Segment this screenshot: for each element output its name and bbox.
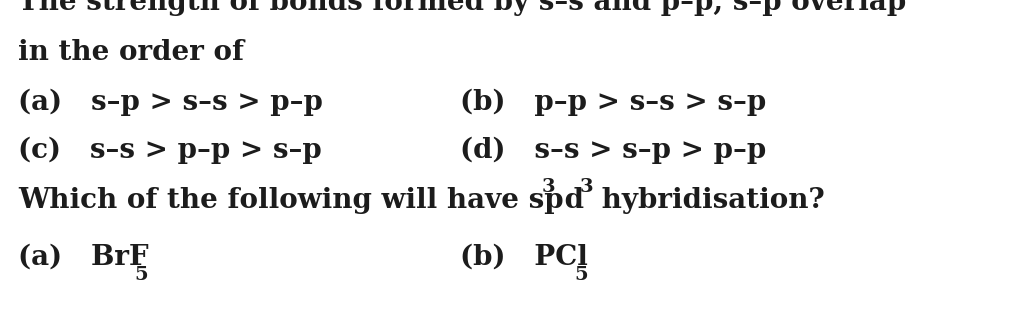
- Text: Which of the following will have sp: Which of the following will have sp: [18, 187, 563, 214]
- Text: (a)   s–p > s–s > p–p: (a) s–p > s–s > p–p: [18, 89, 323, 116]
- Text: (c)   s–s > p–p > s–p: (c) s–s > p–p > s–p: [18, 137, 322, 164]
- Text: 5: 5: [574, 266, 588, 284]
- Text: (d)   s–s > s–p > p–p: (d) s–s > s–p > p–p: [460, 137, 766, 164]
- Text: (a)   BrF: (a) BrF: [18, 244, 148, 271]
- Text: 5: 5: [134, 266, 147, 284]
- Text: hybridisation?: hybridisation?: [592, 187, 824, 214]
- Text: 3: 3: [542, 178, 556, 196]
- Text: d: d: [555, 187, 584, 214]
- Text: 3: 3: [580, 178, 594, 196]
- Text: in the order of: in the order of: [18, 39, 244, 66]
- Text: The strength of bonds formed by s–s and p–p, s–p overlap: The strength of bonds formed by s–s and …: [18, 0, 906, 16]
- Text: (b)   p–p > s–s > s–p: (b) p–p > s–s > s–p: [460, 89, 766, 116]
- Text: (b)   PCl: (b) PCl: [460, 244, 588, 271]
